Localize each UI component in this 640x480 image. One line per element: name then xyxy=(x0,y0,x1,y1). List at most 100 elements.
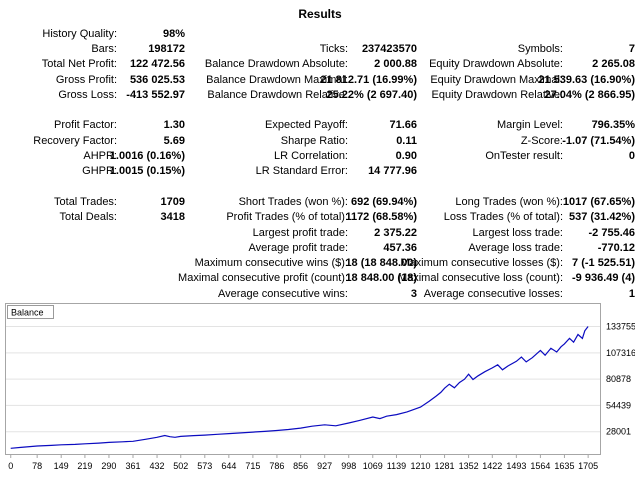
stat-label: Maximal consecutive loss (count): xyxy=(397,272,563,285)
stat-value: 1709 xyxy=(160,195,185,208)
x-axis-label: 1069 xyxy=(363,461,383,471)
stat-label: Maximum consecutive wins ($): xyxy=(194,257,348,270)
stat-value: 796.35% xyxy=(591,119,635,132)
y-axis-label: 54439 xyxy=(606,400,631,410)
x-axis-label: 1493 xyxy=(506,461,526,471)
x-axis-label: 644 xyxy=(221,461,236,471)
legend-label: Balance xyxy=(11,308,44,318)
stat-label: Total Net Profit: xyxy=(41,58,117,71)
stat-label: Margin Level: xyxy=(496,119,563,132)
stats-row: Maximum consecutive wins ($): 18 (18 848.… xyxy=(5,255,635,270)
stat-label: Equity Drawdown Relative: xyxy=(431,88,563,101)
stat-value: 98% xyxy=(162,27,185,40)
stats-row: GHPR: 1.0015 (0.15%) LR Standard Error: 14 … xyxy=(5,164,635,179)
stat-label: Balance Drawdown Maximal: xyxy=(206,73,348,86)
x-axis-label: 1281 xyxy=(435,461,455,471)
x-axis-label: 715 xyxy=(245,461,260,471)
stat-value: 0 xyxy=(628,150,635,163)
stats-row: History Quality: 98% xyxy=(5,26,635,41)
stat-label: Equity Drawdown Absolute: xyxy=(429,58,563,71)
stat-value: 25.22% (2 697.40) xyxy=(326,88,417,101)
stats-row: Average profit trade: 457.36 Average loss … xyxy=(5,240,635,255)
stat-label: Long Trades (won %): xyxy=(455,195,563,208)
stat-value: 198172 xyxy=(148,42,185,55)
stats-row: Largest profit trade: 2 375.22 Largest los… xyxy=(5,225,635,240)
stat-label: History Quality: xyxy=(42,27,117,40)
x-axis-label: 149 xyxy=(54,461,69,471)
x-axis-label: 998 xyxy=(341,461,356,471)
x-axis-label: 1422 xyxy=(482,461,502,471)
stat-value: 1.0016 (0.16%) xyxy=(109,150,185,163)
stat-value: 1 xyxy=(628,287,635,300)
stats-row: Profit Factor: 1.30 Expected Payoff: 71.66 M… xyxy=(5,118,635,133)
stat-value: -2 755.46 xyxy=(588,226,635,239)
stat-label: GHPR: xyxy=(82,165,117,178)
stat-value: 27.04% (2 866.95) xyxy=(544,88,635,101)
x-axis-label: 1705 xyxy=(578,461,598,471)
x-axis-label: 502 xyxy=(173,461,188,471)
stat-value: 21 539.63 (16.90%) xyxy=(538,73,635,86)
stat-value: 537 (31.42%) xyxy=(568,211,635,224)
stat-label: OnTester result: xyxy=(485,150,563,163)
stat-value: 3 xyxy=(410,287,417,300)
stats-row: Gross Profit: 536 025.53 Balance Drawdown … xyxy=(5,72,635,87)
x-axis-label: 786 xyxy=(269,461,284,471)
stats-row: Gross Loss: -413 552.97 Balance Drawdown R… xyxy=(5,87,635,102)
x-axis-label: 1139 xyxy=(387,461,406,471)
stat-value: 692 (69.94%) xyxy=(350,195,417,208)
stat-label: Average profit trade: xyxy=(248,241,348,254)
y-axis-label: 133755 xyxy=(606,322,635,332)
x-axis-label: 432 xyxy=(150,461,165,471)
stat-label: Symbols: xyxy=(517,42,563,55)
x-axis-label: 219 xyxy=(77,461,92,471)
stat-label: Balance Drawdown Absolute: xyxy=(204,58,348,71)
stat-label: Total Deals: xyxy=(59,211,117,224)
x-axis-label: 1635 xyxy=(554,461,574,471)
stat-label: Bars: xyxy=(91,42,117,55)
y-axis-label: 28001 xyxy=(606,427,631,437)
stat-value: 237423570 xyxy=(361,42,417,55)
stat-value: -413 552.97 xyxy=(126,88,185,101)
stat-value: 3418 xyxy=(160,211,185,224)
stats-row xyxy=(5,179,635,194)
stat-label: Gross Loss: xyxy=(58,88,117,101)
x-axis-label: 856 xyxy=(293,461,308,471)
x-axis-label: 290 xyxy=(101,461,116,471)
stat-label: Total Trades: xyxy=(54,195,117,208)
stat-label: Recovery Factor: xyxy=(33,134,117,147)
stats-row xyxy=(5,102,635,117)
stat-label: Sharpe Ratio: xyxy=(280,134,348,147)
stat-label: LR Standard Error: xyxy=(255,165,348,178)
stat-label: Z-Score: xyxy=(520,134,563,147)
x-axis-label: 78 xyxy=(32,461,42,471)
stat-value: 7 (-1 525.51) xyxy=(572,257,635,270)
stat-value: 71.66 xyxy=(389,119,417,132)
balance-curve xyxy=(10,326,589,449)
stat-label: Maximum consecutive losses ($): xyxy=(400,257,563,270)
stat-label: Equity Drawdown Maximal: xyxy=(430,73,563,86)
x-axis-label: 0 xyxy=(8,461,13,471)
stats-table: History Quality: 98% Bars: 198172 Ticks: 2374… xyxy=(0,26,640,301)
stats-row: Recovery Factor: 5.69 Sharpe Ratio: 0.11 Z-S… xyxy=(5,133,635,148)
stat-value: 18 (18 848.00) xyxy=(345,257,417,270)
stats-row: Bars: 198172 Ticks: 237423570 Symbols: 7 xyxy=(5,41,635,56)
page-title: Results xyxy=(298,7,342,21)
stat-label: Maximal consecutive profit (count): xyxy=(178,272,348,285)
y-axis-label: 80878 xyxy=(606,374,631,384)
stats-row: Total Deals: 3418 Profit Trades (% of tota… xyxy=(5,210,635,225)
balance-chart-canvas: 28001 54439 80878 107316 133755 0 78 149 219 290 3… xyxy=(5,303,636,471)
stat-label: Short Trades (won %): xyxy=(238,195,348,208)
stat-label: AHPR: xyxy=(83,150,117,163)
stat-value: 18 848.00 (18) xyxy=(345,272,417,285)
stat-label: Gross Profit: xyxy=(55,73,117,86)
stat-label: Largest loss trade: xyxy=(472,226,564,239)
stat-value: 1.0015 (0.15%) xyxy=(109,165,185,178)
stat-value: -1.07 (71.54%) xyxy=(562,134,635,147)
legend-box xyxy=(7,305,54,319)
balance-chart: 28001 54439 80878 107316 133755 0 78 149 219 290 3… xyxy=(5,303,636,477)
stat-value: -770.12 xyxy=(597,241,635,254)
stat-value: 21 812.71 (16.99%) xyxy=(320,73,417,86)
x-axis-label: 573 xyxy=(197,461,212,471)
stats-row: Total Trades: 1709 Short Trades (won %): 69… xyxy=(5,194,635,209)
